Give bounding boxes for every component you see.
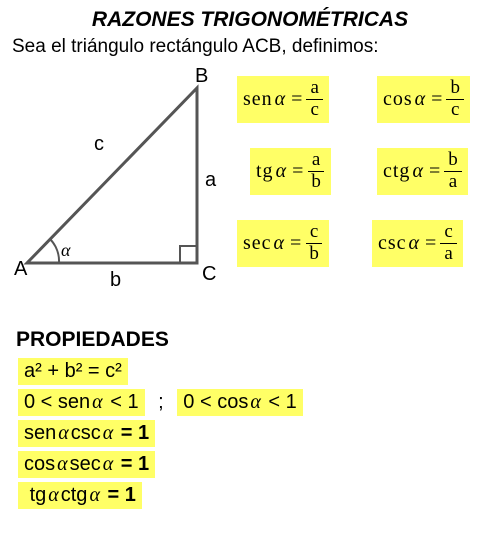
side-a-label: a <box>205 169 217 191</box>
range-cos-formula: 0 < cosα < 1 <box>177 389 302 416</box>
vertex-a-label: A <box>14 258 28 280</box>
range-separator: ; <box>158 391 164 413</box>
property-recip3: tgαctgα = 1 <box>18 482 488 509</box>
properties-title: PROPIEDADES <box>16 328 488 352</box>
tg-ctg-formula: tgαctgα = 1 <box>18 482 142 509</box>
figure-and-ratios: A C B c a b α senα=ac cosα=bc tgα=ab ctgα=b… <box>12 68 488 318</box>
range-sin-formula: 0 < senα < 1 <box>18 389 145 416</box>
ratio-csc: cscα=ca <box>372 220 463 267</box>
cos-sec-formula: cosαsecα = 1 <box>18 451 155 478</box>
triangle-diagram: A C B c a b α <box>12 68 227 303</box>
angle-alpha-label: α <box>61 240 71 260</box>
page-title: RAZONES TRIGONOMÉTRICAS <box>12 8 488 32</box>
side-c-label: c <box>94 133 104 155</box>
sin-csc-formula: senαcscα = 1 <box>18 420 155 447</box>
vertex-c-label: C <box>202 263 216 285</box>
vertex-b-label: B <box>195 68 208 87</box>
ratio-tg: tgα=ab <box>250 148 331 195</box>
property-recip2: cosαsecα = 1 <box>18 451 488 478</box>
pythagoras-formula: a² + b² = c² <box>18 358 128 385</box>
property-ranges: 0 < senα < 1 ; 0 < cosα < 1 <box>18 389 488 416</box>
ratio-sec: secα=cb <box>237 220 329 267</box>
page-subtitle: Sea el triángulo rectángulo ACB, definim… <box>12 36 488 58</box>
side-b-label: b <box>110 269 121 291</box>
property-recip1: senαcscα = 1 <box>18 420 488 447</box>
property-pythagoras: a² + b² = c² <box>18 358 488 385</box>
ratio-cos: cosα=bc <box>377 76 470 123</box>
ratio-sen: senα=ac <box>237 76 329 123</box>
ratio-ctg: ctgα=ba <box>377 148 468 195</box>
